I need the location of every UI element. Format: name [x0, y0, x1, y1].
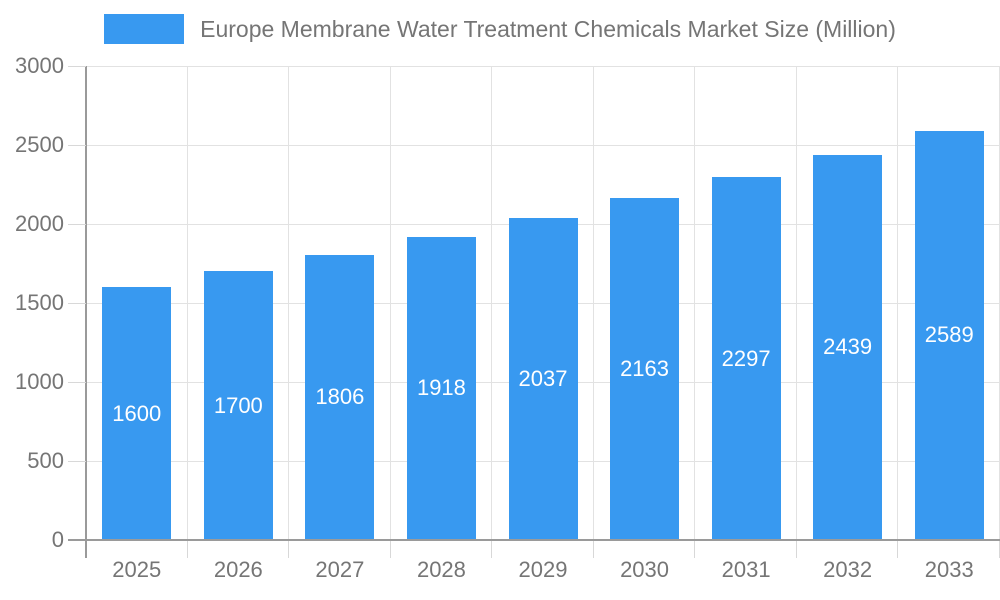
x-gridline-2 — [288, 66, 290, 540]
bar-value-label-2033: 2589 — [924, 322, 974, 348]
x-gridline-7 — [795, 66, 797, 540]
x-gridline-1 — [186, 66, 188, 540]
bar-value-label-2032: 2439 — [823, 334, 873, 360]
x-axis-label-2025: 2025 — [112, 557, 162, 582]
x-gridline-8 — [897, 66, 899, 540]
x-gridline-4 — [491, 66, 493, 540]
x-tick-7 — [795, 541, 797, 558]
y-tick-1000 — [68, 381, 86, 383]
bar-value-label-2031: 2297 — [721, 345, 771, 371]
bar-value-label-2029: 2037 — [518, 366, 568, 392]
x-tick-5 — [592, 541, 594, 558]
y-axis-label-0: 0 — [51, 527, 64, 552]
y-tick-1500 — [68, 302, 86, 304]
x-axis-line — [68, 539, 1000, 541]
x-axis-label-2028: 2028 — [416, 557, 466, 582]
y-tick-2500 — [68, 144, 86, 146]
y-axis-label-1500: 1500 — [15, 290, 64, 315]
y-axis-label-500: 500 — [27, 448, 64, 473]
bar-value-label-2026: 1700 — [213, 392, 263, 418]
bar-2027[interactable]: 1806 — [305, 254, 375, 540]
x-axis-label-2030: 2030 — [620, 557, 670, 582]
x-axis-label-2029: 2029 — [518, 557, 568, 582]
bar-2026[interactable]: 1700 — [203, 271, 273, 540]
x-axis-label-2033: 2033 — [924, 557, 974, 582]
x-tick-2 — [288, 541, 290, 558]
y-tick-2000 — [68, 223, 86, 225]
bar-2033[interactable]: 2589 — [914, 130, 984, 540]
x-axis-label-2032: 2032 — [823, 557, 873, 582]
bar-2030[interactable]: 2163 — [610, 198, 680, 540]
x-tick-6 — [694, 541, 696, 558]
legend-swatch-icon — [104, 14, 185, 44]
bar-value-label-2027: 1806 — [315, 384, 365, 410]
y-axis-label-2500: 2500 — [15, 132, 64, 157]
x-tick-1 — [186, 541, 188, 558]
x-tick-8 — [897, 541, 899, 558]
x-tick-3 — [389, 541, 391, 558]
bar-value-label-2025: 1600 — [112, 400, 162, 426]
x-gridline-6 — [694, 66, 696, 540]
bar-value-label-2028: 1918 — [416, 375, 466, 401]
y-tick-500 — [68, 460, 86, 462]
x-tick-4 — [491, 541, 493, 558]
chart-legend[interactable]: Europe Membrane Water Treatment Chemical… — [0, 14, 1000, 44]
x-axis-label-2031: 2031 — [721, 557, 771, 582]
bar-2028[interactable]: 1918 — [406, 236, 476, 540]
x-gridline-3 — [389, 66, 391, 540]
y-gridline-3000 — [86, 65, 1000, 67]
y-axis-line — [85, 66, 87, 558]
y-tick-3000 — [68, 65, 86, 67]
plot-area: 1600 1700 1806 1918 2037 2163 2297 2439 2589 — [86, 65, 1000, 540]
bar-value-label-2030: 2163 — [620, 356, 670, 382]
legend-label: Europe Membrane Water Treatment Chemical… — [200, 15, 896, 42]
bar-2031[interactable]: 2297 — [711, 177, 781, 540]
y-gridline-2500 — [86, 144, 1000, 146]
bar-2032[interactable]: 2439 — [813, 154, 883, 540]
y-axis-label-2000: 2000 — [15, 211, 64, 236]
bar-2025[interactable]: 1600 — [102, 287, 172, 540]
x-axis-label-2027: 2027 — [315, 557, 365, 582]
y-axis-label-1000: 1000 — [15, 369, 64, 394]
x-gridline-5 — [592, 66, 594, 540]
y-axis-label-3000: 3000 — [15, 53, 64, 78]
bar-2029[interactable]: 2037 — [508, 218, 578, 540]
x-axis-label-2026: 2026 — [213, 557, 263, 582]
